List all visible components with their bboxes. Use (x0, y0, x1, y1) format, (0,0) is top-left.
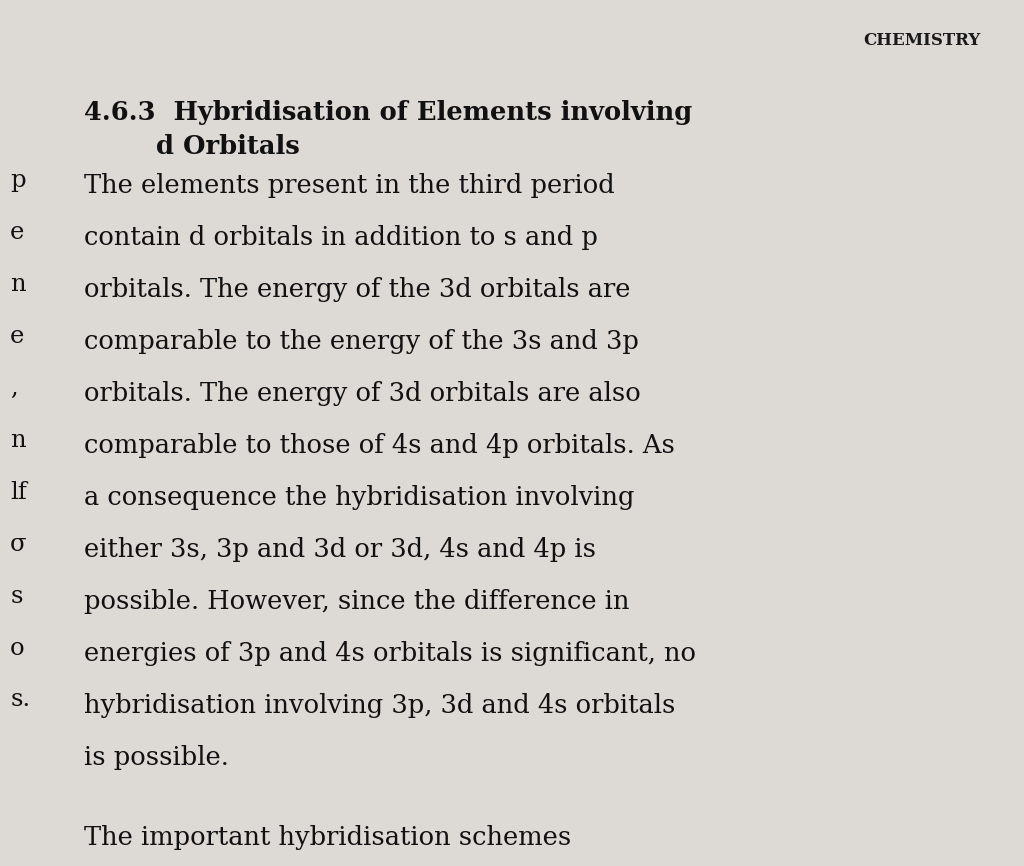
Text: p: p (10, 169, 26, 192)
Text: energies of 3p and 4s orbitals is significant, no: energies of 3p and 4s orbitals is signif… (84, 641, 696, 666)
Text: contain d orbitals in addition to s and p: contain d orbitals in addition to s and … (84, 225, 598, 250)
Text: is possible.: is possible. (84, 745, 228, 770)
Text: hybridisation involving 3p, 3d and 4s orbitals: hybridisation involving 3p, 3d and 4s or… (84, 693, 676, 718)
Text: σ: σ (10, 533, 27, 556)
Text: lf: lf (10, 481, 27, 504)
Text: n: n (10, 429, 26, 452)
Text: CHEMISTRY: CHEMISTRY (863, 32, 980, 49)
Text: e: e (10, 221, 25, 244)
Text: either 3s, 3p and 3d or 3d, 4s and 4p is: either 3s, 3p and 3d or 3d, 4s and 4p is (84, 537, 596, 562)
Text: a consequence the hybridisation involving: a consequence the hybridisation involvin… (84, 485, 635, 510)
Text: s: s (10, 585, 23, 608)
Text: s.: s. (10, 688, 31, 712)
Text: comparable to the energy of the 3s and 3p: comparable to the energy of the 3s and 3… (84, 329, 639, 354)
Text: o: o (10, 637, 25, 660)
Text: The important hybridisation schemes: The important hybridisation schemes (84, 825, 571, 850)
Text: e: e (10, 325, 25, 348)
Text: orbitals. The energy of the 3d orbitals are: orbitals. The energy of the 3d orbitals … (84, 277, 631, 302)
Text: ,: , (10, 377, 17, 400)
Text: d Orbitals: d Orbitals (84, 134, 300, 159)
Text: comparable to those of 4s and 4p orbitals. As: comparable to those of 4s and 4p orbital… (84, 433, 675, 458)
Text: n: n (10, 273, 26, 296)
Text: possible. However, since the difference in: possible. However, since the difference … (84, 589, 630, 614)
Text: 4.6.3  Hybridisation of Elements involving: 4.6.3 Hybridisation of Elements involvin… (84, 100, 692, 125)
Text: The elements present in the third period: The elements present in the third period (84, 173, 614, 198)
Text: orbitals. The energy of 3d orbitals are also: orbitals. The energy of 3d orbitals are … (84, 381, 641, 406)
